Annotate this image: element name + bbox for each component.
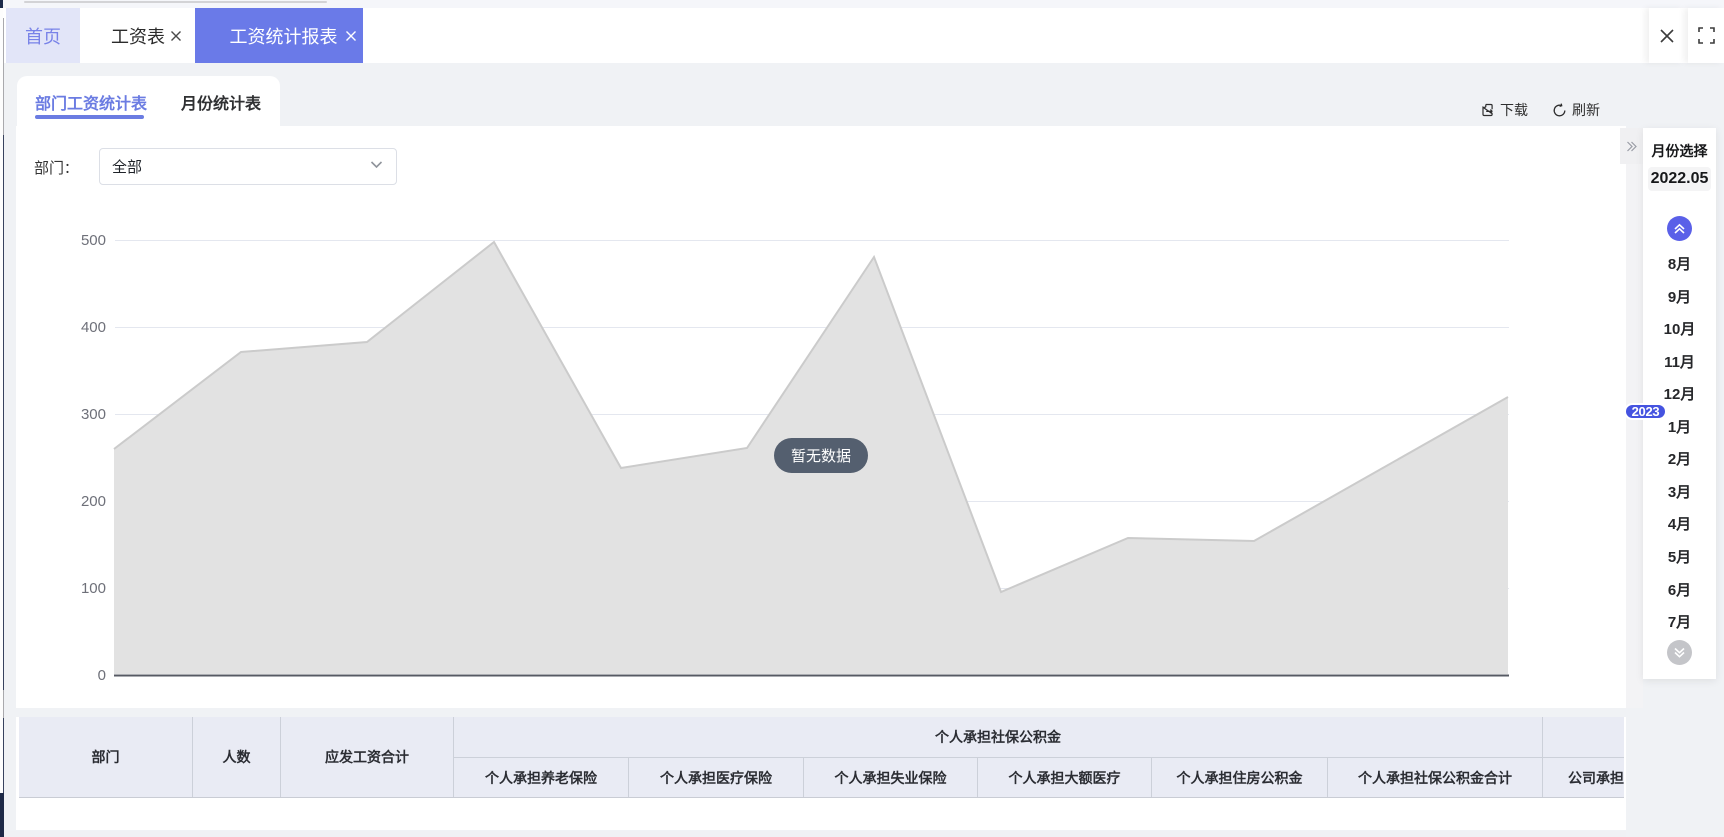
svg-text:100: 100	[81, 580, 106, 597]
svg-text:200: 200	[81, 493, 106, 510]
svg-text:0: 0	[98, 667, 106, 684]
svg-text:500: 500	[81, 232, 106, 249]
svg-text:400: 400	[81, 319, 106, 336]
svg-text:300: 300	[81, 406, 106, 423]
